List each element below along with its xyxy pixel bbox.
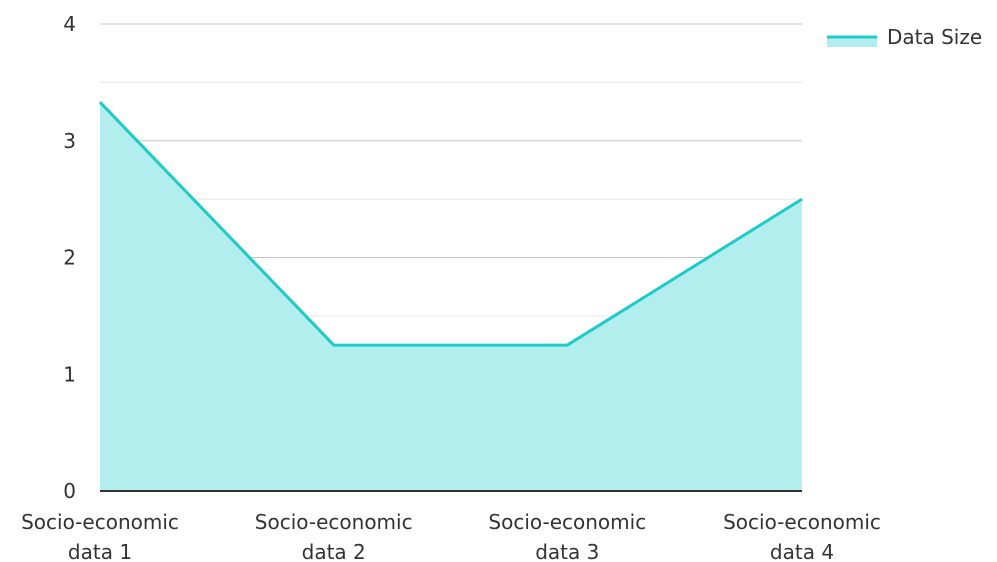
x-axis-ticks: Socio-economic data 1 Socio-economic data 2… bbox=[21, 510, 881, 562]
x-tick-label-line: data 1 bbox=[68, 540, 132, 562]
legend: Data Size bbox=[827, 25, 982, 49]
x-tick-label-line: Socio-economic bbox=[21, 510, 179, 534]
y-tick-label: 2 bbox=[63, 246, 76, 270]
x-tick-label: Socio-economic data 4 bbox=[723, 510, 881, 562]
y-tick-label: 1 bbox=[63, 362, 76, 386]
x-tick-label: Socio-economic data 3 bbox=[488, 510, 646, 562]
area-layer bbox=[98, 101, 803, 491]
x-tick-label-line: data 2 bbox=[302, 540, 366, 562]
x-tick-label-line: Socio-economic bbox=[488, 510, 646, 534]
x-tick-label: Socio-economic data 1 bbox=[21, 510, 179, 562]
x-tick-label: Socio-economic data 2 bbox=[255, 510, 413, 562]
y-axis-ticks: 0 1 2 3 4 bbox=[63, 12, 76, 503]
x-tick-label-line: data 4 bbox=[770, 540, 834, 562]
legend-swatch-data-size bbox=[827, 36, 877, 47]
y-tick-label: 0 bbox=[63, 479, 76, 503]
legend-label-data-size: Data Size bbox=[887, 25, 982, 49]
x-tick-label-line: data 3 bbox=[535, 540, 599, 562]
x-tick-label-line: Socio-economic bbox=[723, 510, 881, 534]
x-tick-label-line: Socio-economic bbox=[255, 510, 413, 534]
y-tick-label: 3 bbox=[63, 129, 76, 153]
area-fill-data-size bbox=[100, 102, 802, 491]
series-line-data-size bbox=[98, 101, 803, 347]
y-tick-label: 4 bbox=[63, 12, 76, 36]
